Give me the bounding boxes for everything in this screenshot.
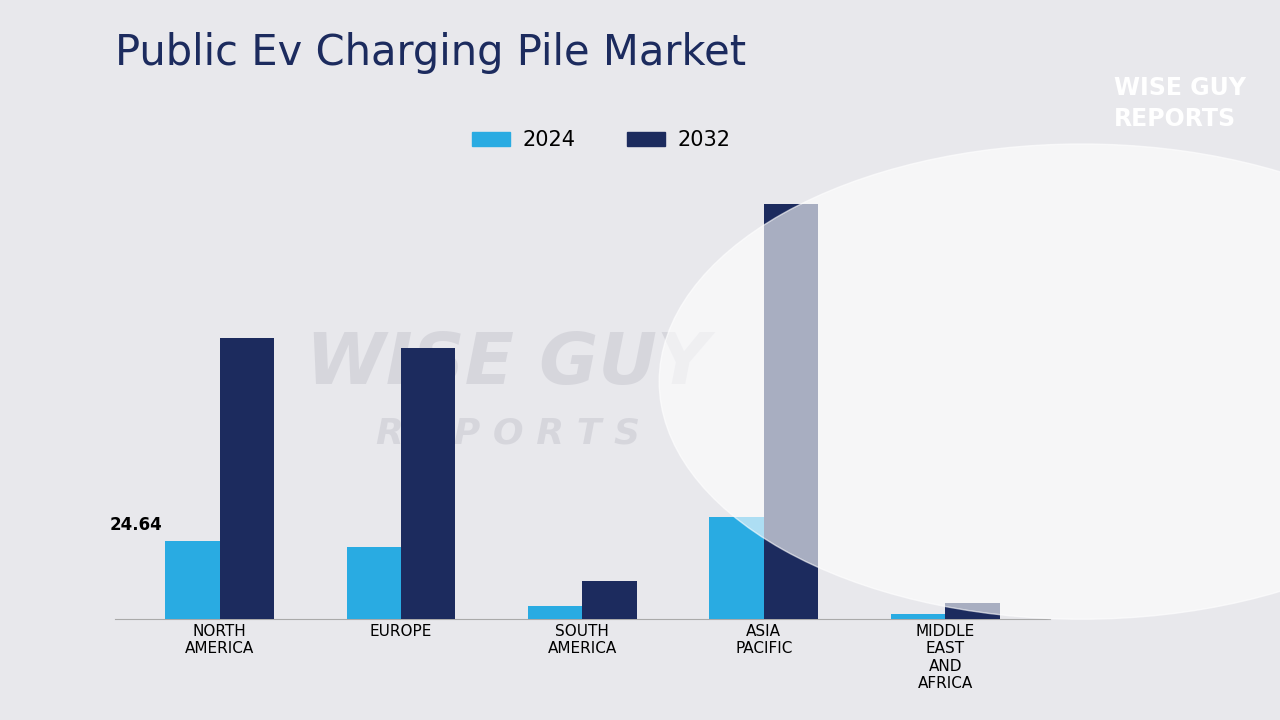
Bar <box>165 541 220 619</box>
Bar <box>220 338 274 619</box>
Bar <box>582 581 637 619</box>
Bar <box>401 348 456 619</box>
Bar <box>709 517 764 619</box>
Bar <box>347 547 401 619</box>
Bar <box>891 614 945 619</box>
Text: Public Ev Charging Pile Market: Public Ev Charging Pile Market <box>115 32 746 74</box>
Bar <box>764 204 818 619</box>
Text: R E P O R T S: R E P O R T S <box>375 416 640 450</box>
Bar <box>527 606 582 619</box>
Legend: 2024, 2032: 2024, 2032 <box>472 130 730 150</box>
Text: 24.64: 24.64 <box>110 516 163 534</box>
Text: WISE GUY: WISE GUY <box>306 330 709 399</box>
Text: WISE GUY
REPORTS: WISE GUY REPORTS <box>1114 76 1245 131</box>
Bar <box>945 603 1000 619</box>
